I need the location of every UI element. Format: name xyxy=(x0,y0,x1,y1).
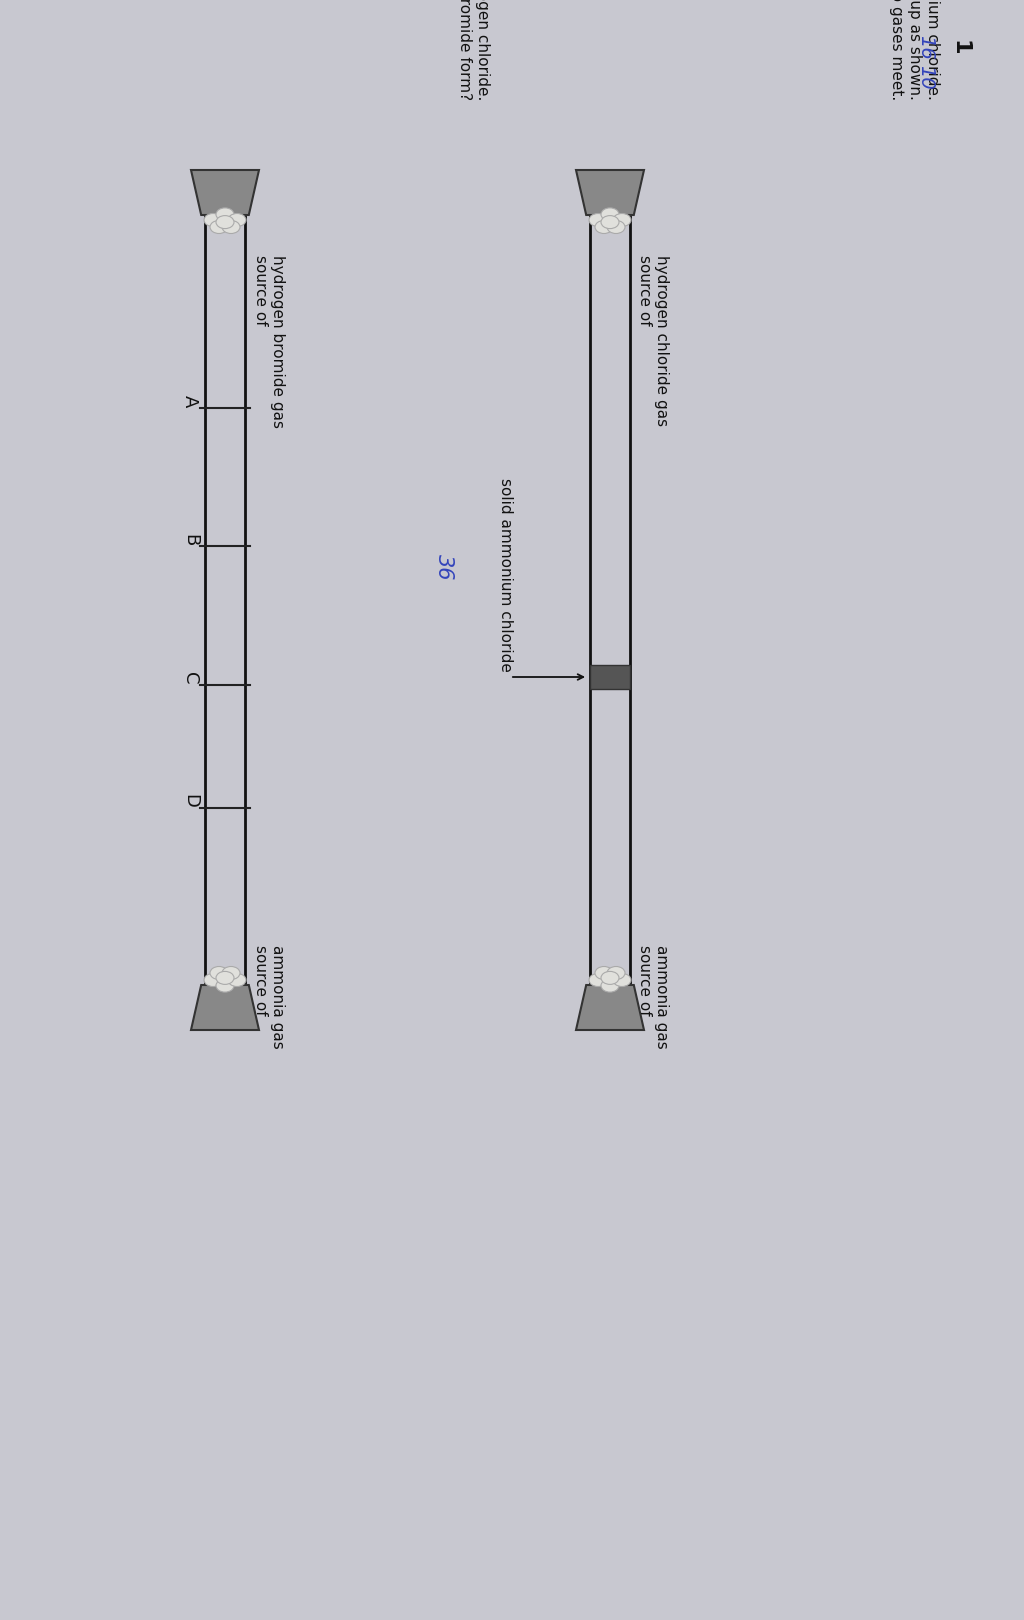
Text: source of: source of xyxy=(253,254,267,326)
Ellipse shape xyxy=(216,972,234,985)
Ellipse shape xyxy=(204,974,222,987)
Text: 10: 10 xyxy=(916,65,935,91)
Text: source of: source of xyxy=(253,944,267,1016)
Ellipse shape xyxy=(222,967,240,980)
Text: How far along the tube does the solid ammonium bromide form?: How far along the tube does the solid am… xyxy=(457,0,472,100)
Ellipse shape xyxy=(216,215,234,228)
Ellipse shape xyxy=(613,974,631,987)
Ellipse shape xyxy=(607,220,625,233)
Ellipse shape xyxy=(589,974,607,987)
Text: source of: source of xyxy=(638,254,652,326)
Polygon shape xyxy=(191,985,259,1030)
Text: After a few minutes, solid ammonium chloride forms where the two gases meet.: After a few minutes, solid ammonium chlo… xyxy=(889,0,904,100)
Ellipse shape xyxy=(204,214,222,227)
Text: B: B xyxy=(181,535,199,546)
Text: hydrogen bromide gas: hydrogen bromide gas xyxy=(269,254,285,428)
Ellipse shape xyxy=(595,220,613,233)
Ellipse shape xyxy=(228,974,246,987)
Bar xyxy=(590,664,630,688)
Ellipse shape xyxy=(210,220,228,233)
Ellipse shape xyxy=(607,967,625,980)
Ellipse shape xyxy=(595,967,613,980)
Text: hydrogen chloride gas: hydrogen chloride gas xyxy=(654,254,670,426)
Text: Hydrogen chloride gas, HCl, reacts with ammonia gas, NH3, to form solid ammonium: Hydrogen chloride gas, HCl, reacts with … xyxy=(925,0,940,100)
Polygon shape xyxy=(575,170,644,215)
Ellipse shape xyxy=(216,978,234,991)
Ellipse shape xyxy=(222,220,240,233)
Ellipse shape xyxy=(601,972,618,985)
Polygon shape xyxy=(575,985,644,1030)
Ellipse shape xyxy=(210,967,228,980)
Text: The apparatus is set up as shown.: The apparatus is set up as shown. xyxy=(907,0,922,100)
Text: source of: source of xyxy=(638,944,652,1016)
Ellipse shape xyxy=(216,207,234,220)
Ellipse shape xyxy=(601,207,618,220)
Ellipse shape xyxy=(228,214,246,227)
Text: ammonia gas: ammonia gas xyxy=(654,944,670,1048)
Polygon shape xyxy=(191,170,259,215)
Ellipse shape xyxy=(589,214,607,227)
Ellipse shape xyxy=(601,978,618,991)
Text: 36: 36 xyxy=(434,554,454,580)
Text: The experiment is repeated using hydrogen bromide, HBr, in place of hydrogen chl: The experiment is repeated using hydroge… xyxy=(475,0,490,100)
Text: 16: 16 xyxy=(916,36,935,60)
Text: C: C xyxy=(181,672,199,685)
Text: ammonia gas: ammonia gas xyxy=(269,944,285,1048)
Ellipse shape xyxy=(601,215,618,228)
Text: A: A xyxy=(181,395,199,408)
Ellipse shape xyxy=(613,214,631,227)
Text: 1: 1 xyxy=(950,39,970,55)
Text: solid ammonium chloride: solid ammonium chloride xyxy=(498,478,512,672)
Text: D: D xyxy=(181,794,199,808)
